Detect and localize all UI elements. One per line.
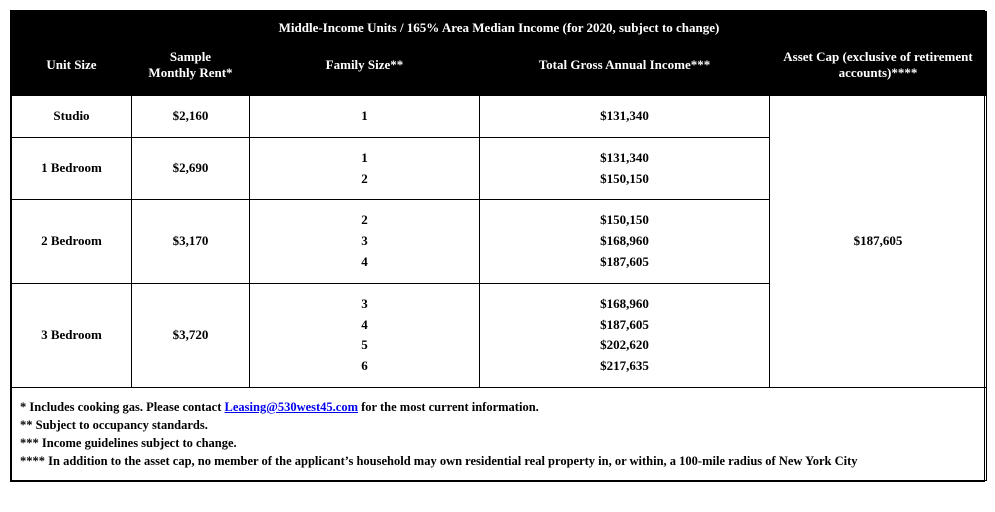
col-header-unit: Unit Size	[12, 39, 132, 96]
cell-family-size: 3456	[250, 283, 480, 387]
cell-annual-income: $131,340$150,150	[480, 137, 770, 200]
table-title: Middle-Income Units / 165% Area Median I…	[12, 12, 987, 39]
cell-annual-income: $168,960$187,605$202,620$217,635	[480, 283, 770, 387]
footnote-1-post: for the most current information.	[358, 400, 539, 414]
footnote-3: *** Income guidelines subject to change.	[20, 436, 237, 450]
cell-monthly-rent: $2,160	[132, 96, 250, 138]
cell-asset-cap: $187,605	[770, 96, 987, 388]
col-header-rent: SampleMonthly Rent*	[132, 39, 250, 96]
cell-annual-income: $150,150$168,960$187,605	[480, 200, 770, 283]
cell-unit-size: Studio	[12, 96, 132, 138]
cell-unit-size: 1 Bedroom	[12, 137, 132, 200]
footnote-4: **** In addition to the asset cap, no me…	[20, 454, 858, 468]
footnotes-cell: * Includes cooking gas. Please contact L…	[12, 387, 987, 481]
table-row: Studio$2,1601$131,340$187,605	[12, 96, 987, 138]
cell-monthly-rent: $3,720	[132, 283, 250, 387]
footnote-1-pre: * Includes cooking gas. Please contact	[20, 400, 225, 414]
income-table-wrapper: Middle-Income Units / 165% Area Median I…	[10, 10, 985, 482]
cell-monthly-rent: $2,690	[132, 137, 250, 200]
cell-unit-size: 2 Bedroom	[12, 200, 132, 283]
col-header-income: Total Gross Annual Income***	[480, 39, 770, 96]
cell-annual-income: $131,340	[480, 96, 770, 138]
cell-family-size: 12	[250, 137, 480, 200]
cell-family-size: 1	[250, 96, 480, 138]
footnote-2: ** Subject to occupancy standards.	[20, 418, 208, 432]
col-header-asset: Asset Cap (exclusive of retirement accou…	[770, 39, 987, 96]
col-header-family: Family Size**	[250, 39, 480, 96]
cell-unit-size: 3 Bedroom	[12, 283, 132, 387]
cell-family-size: 234	[250, 200, 480, 283]
income-table: Middle-Income Units / 165% Area Median I…	[11, 11, 987, 481]
leasing-email-link[interactable]: Leasing@530west45.com	[225, 400, 359, 414]
cell-monthly-rent: $3,170	[132, 200, 250, 283]
table-body: Studio$2,1601$131,340$187,6051 Bedroom$2…	[12, 96, 987, 388]
